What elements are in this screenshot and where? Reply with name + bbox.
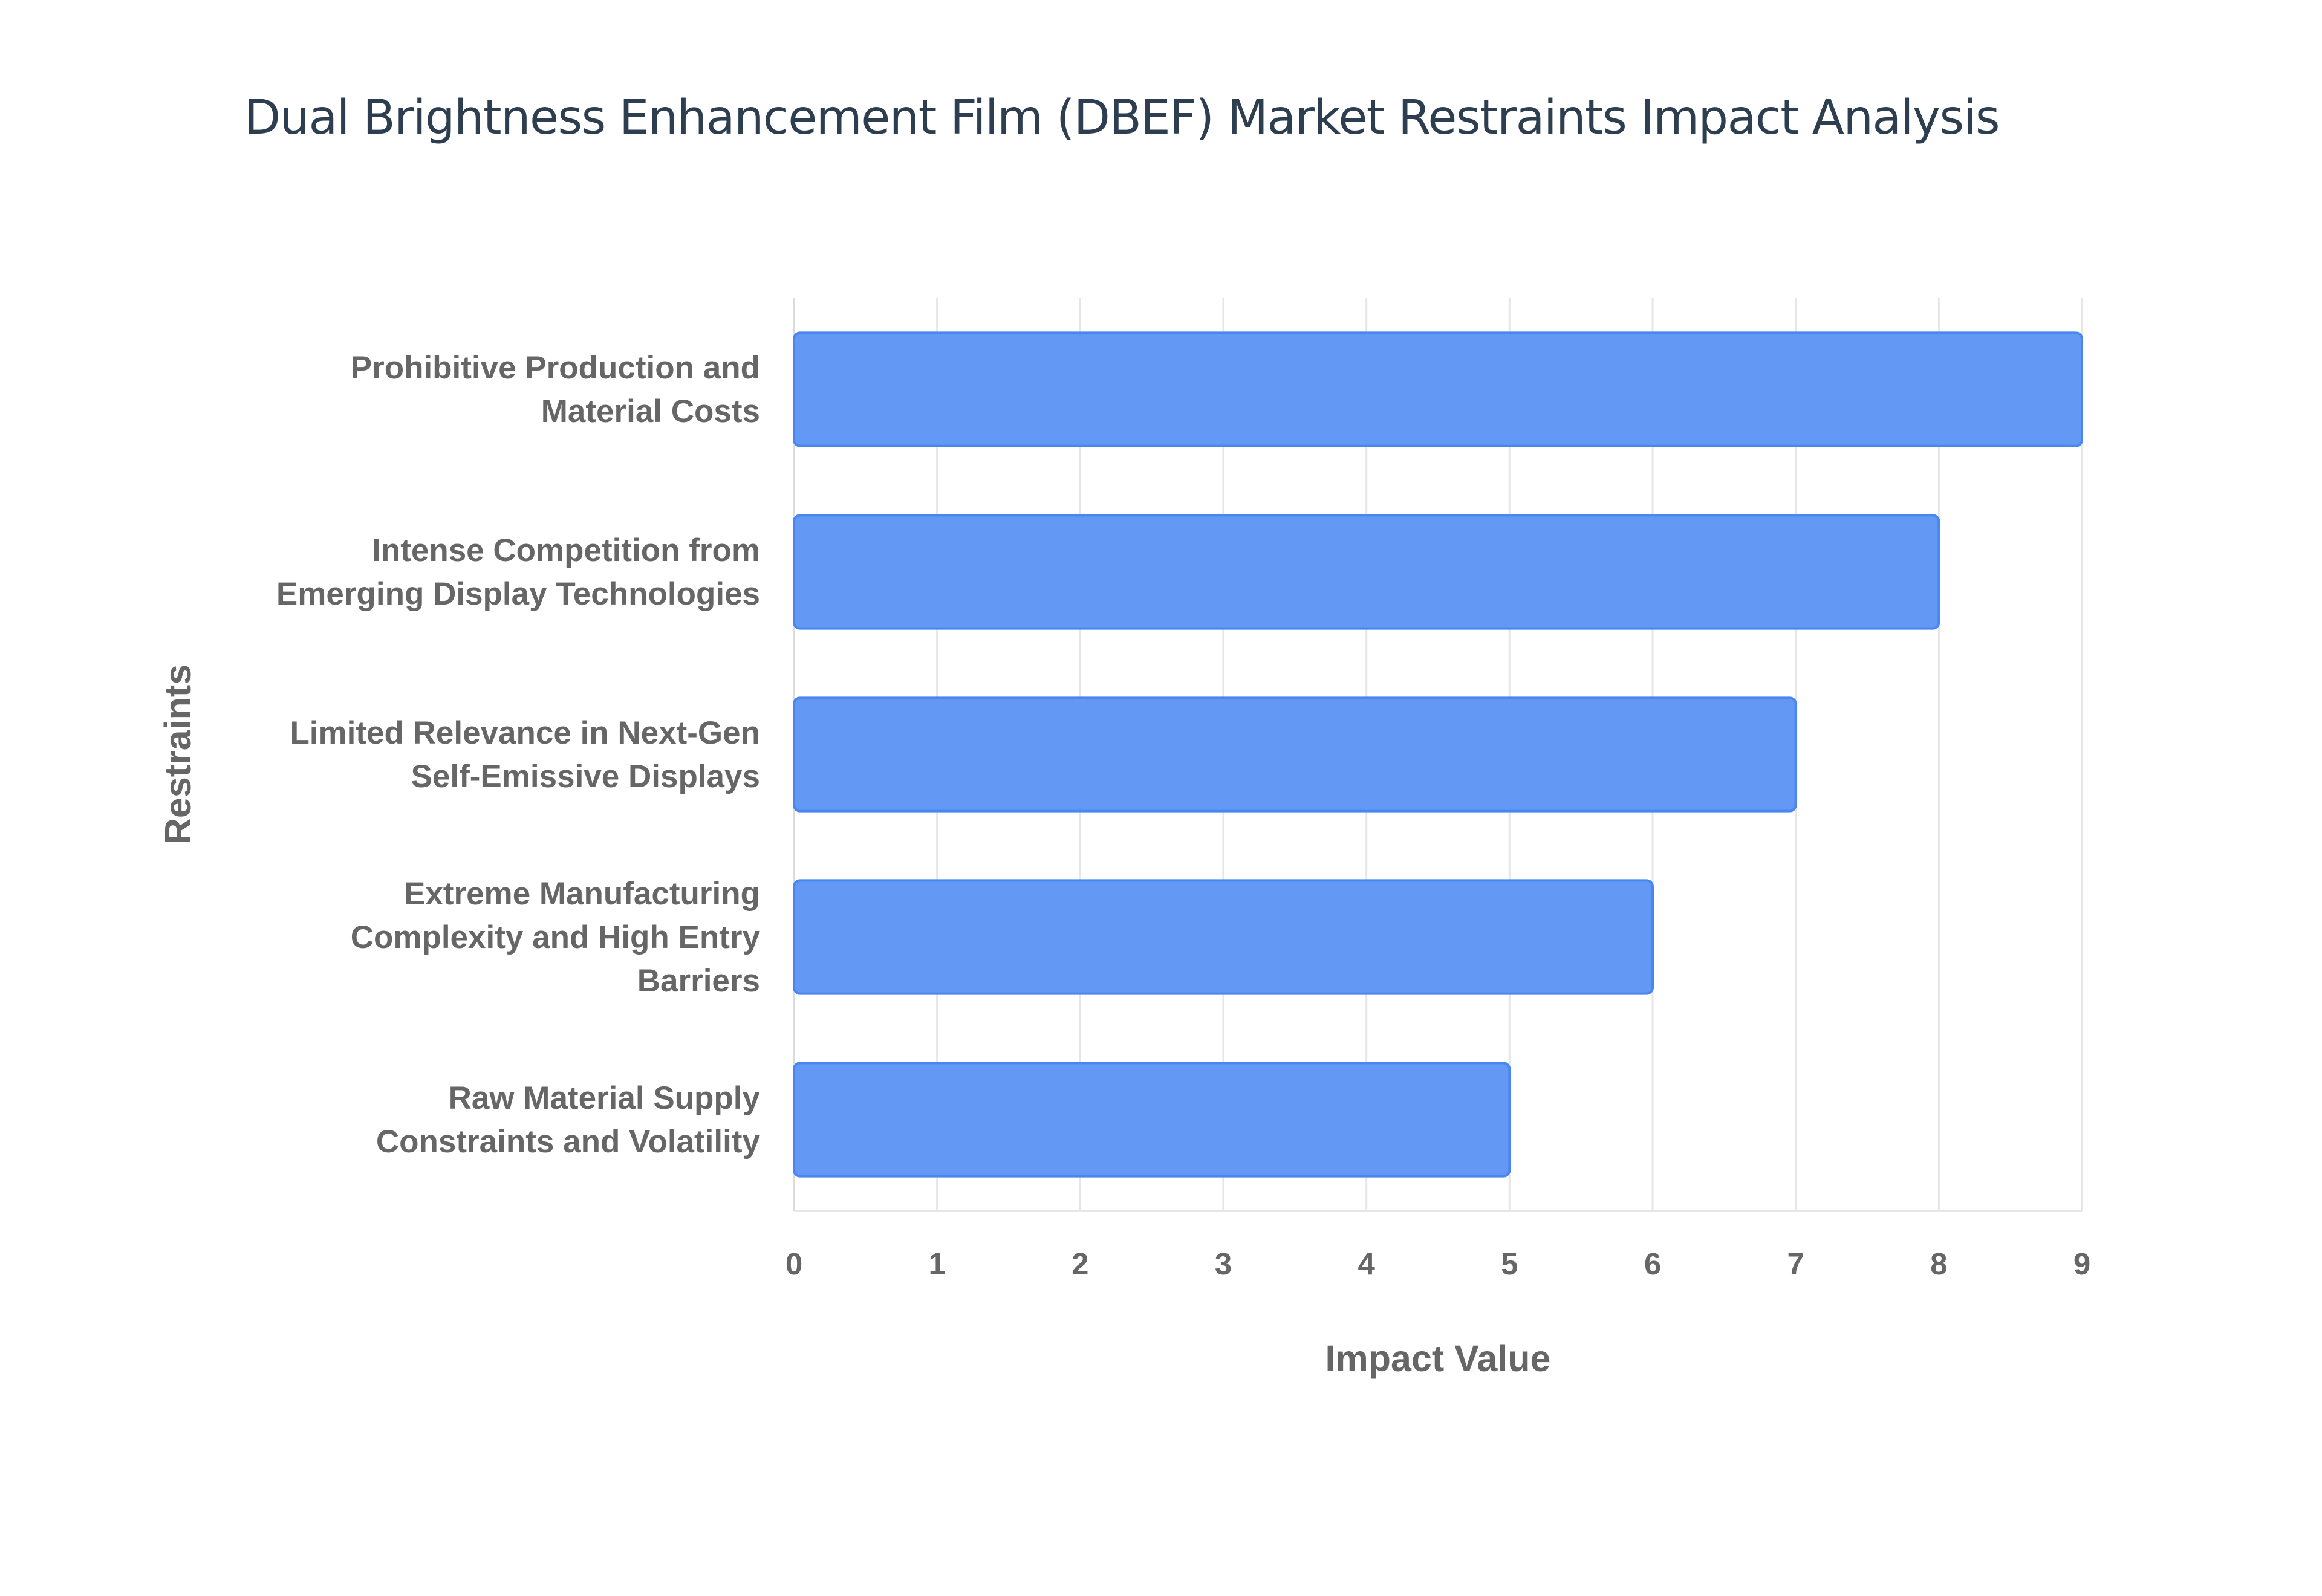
category-label-line: Barriers: [637, 963, 760, 999]
category-label-line: Extreme Manufacturing: [404, 876, 760, 912]
x-tick-label: 9: [2073, 1247, 2090, 1281]
chart-title: Dual Brightness Enhancement Film (DBEF) …: [244, 91, 2000, 145]
x-tick-label: 6: [1644, 1247, 1661, 1281]
category-label: Limited Relevance in Next-Gen Self-Emissi…: [290, 715, 760, 794]
bar: [793, 1062, 1511, 1178]
category-label-line: Prohibitive Production and: [351, 350, 760, 386]
category-label-line: Complexity and High Entry: [351, 920, 761, 955]
category-label: Intense Competition from Emerging Display…: [276, 533, 760, 612]
x-tick-label: 3: [1215, 1247, 1232, 1281]
category-label: Extreme Manufacturing Complexity and High…: [351, 876, 761, 999]
category-label-line: Material Costs: [541, 394, 760, 429]
y-axis-title: Restraints: [157, 664, 198, 845]
category-label-line: Emerging Display Technologies: [276, 576, 760, 612]
bar: [793, 331, 2083, 447]
x-tick-label: 7: [1787, 1247, 1804, 1281]
bar: [793, 879, 1654, 995]
x-tick-label: 4: [1358, 1247, 1375, 1281]
x-axis-title: Impact Value: [1325, 1338, 1551, 1379]
category-label: Prohibitive Production and Material Costs: [351, 350, 760, 429]
bar: [793, 514, 1940, 630]
x-tick-label: 0: [785, 1247, 802, 1281]
x-tick-label: 8: [1930, 1247, 1947, 1281]
category-label-line: Intense Competition from: [372, 533, 760, 568]
category-label-line: Self-Emissive Displays: [411, 759, 760, 794]
category-label: Raw Material Supply Constraints and Volat…: [376, 1080, 761, 1160]
x-tick-label: 2: [1072, 1247, 1088, 1281]
x-tick-label: 1: [928, 1247, 945, 1281]
category-label-line: Constraints and Volatility: [376, 1124, 761, 1160]
bar: [793, 696, 1797, 813]
x-tick-label: 5: [1501, 1247, 1518, 1281]
category-label-line: Raw Material Supply: [449, 1080, 761, 1116]
category-label-line: Limited Relevance in Next-Gen: [290, 715, 760, 751]
